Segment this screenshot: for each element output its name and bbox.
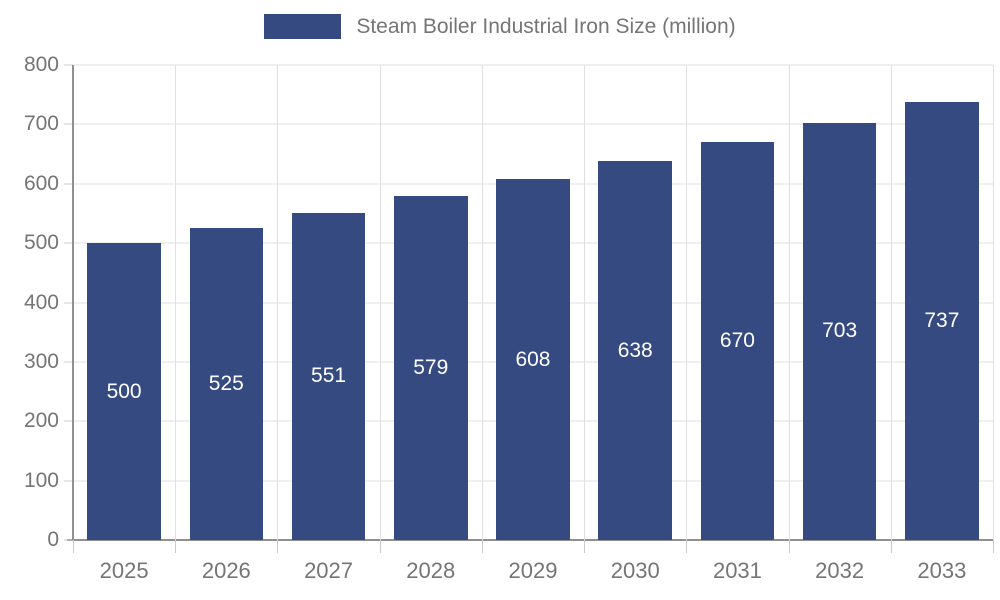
legend-swatch bbox=[264, 14, 342, 39]
y-axis-line bbox=[72, 65, 74, 540]
x-axis-tick bbox=[277, 540, 279, 553]
y-axis-tick bbox=[64, 539, 73, 541]
bar-value-label: 670 bbox=[719, 329, 755, 353]
bar[interactable]: 703 bbox=[802, 122, 877, 540]
bar[interactable]: 500 bbox=[87, 243, 161, 540]
bar[interactable]: 670 bbox=[700, 142, 775, 540]
y-axis-tick bbox=[64, 420, 73, 422]
h-gridline bbox=[73, 123, 993, 125]
bar[interactable]: 737 bbox=[905, 102, 979, 540]
v-gridline bbox=[890, 65, 892, 540]
v-gridline bbox=[788, 65, 790, 540]
x-axis-tick bbox=[175, 540, 177, 553]
bar[interactable]: 525 bbox=[189, 228, 264, 540]
x-axis-tick bbox=[481, 540, 483, 553]
x-axis-tick-label: 2033 bbox=[917, 558, 967, 583]
bar-value-label: 525 bbox=[208, 372, 244, 396]
y-axis-tick bbox=[64, 183, 73, 185]
v-gridline bbox=[584, 65, 586, 540]
y-axis-tick-label: 0 bbox=[47, 528, 59, 551]
x-axis-tick-label: 2032 bbox=[815, 558, 865, 583]
y-axis-tick bbox=[64, 64, 73, 66]
y-axis-tick-label: 200 bbox=[23, 409, 59, 433]
x-axis-tick bbox=[379, 540, 381, 553]
y-axis-tick-label: 100 bbox=[23, 468, 59, 492]
v-gridline bbox=[277, 65, 279, 540]
y-axis-tick-label: 400 bbox=[23, 290, 59, 314]
x-axis-tick bbox=[686, 540, 688, 553]
x-axis-tick bbox=[73, 540, 74, 553]
y-axis-tick bbox=[64, 361, 73, 363]
plot-area: 0 100 200 300 400 500 600 700 800 500 2025 525 2026 5… bbox=[24, 53, 994, 583]
y-axis-tick bbox=[64, 123, 73, 125]
x-axis-tick bbox=[788, 540, 790, 553]
x-axis-tick bbox=[993, 540, 994, 553]
x-axis-tick bbox=[584, 540, 586, 553]
bar-value-label: 703 bbox=[822, 319, 858, 343]
bar-value-label: 551 bbox=[311, 364, 347, 388]
x-axis-tick-label: 2028 bbox=[406, 558, 456, 583]
y-axis-tick bbox=[64, 302, 73, 303]
x-axis-tick-label: 2029 bbox=[508, 558, 558, 583]
x-axis-line bbox=[67, 539, 993, 541]
y-axis-tick bbox=[64, 242, 73, 244]
bar-value-label: 638 bbox=[617, 338, 653, 362]
y-axis-tick-label: 300 bbox=[23, 349, 59, 373]
y-axis-tick-label: 800 bbox=[23, 53, 59, 76]
x-axis-tick-label: 2027 bbox=[304, 558, 354, 583]
v-gridline bbox=[686, 65, 688, 540]
v-gridline bbox=[379, 65, 381, 540]
y-axis-tick-label: 500 bbox=[23, 231, 59, 255]
y-axis-tick-label: 600 bbox=[23, 171, 59, 195]
v-gridline bbox=[175, 65, 177, 540]
bar[interactable]: 579 bbox=[393, 196, 468, 540]
x-axis-tick-label: 2031 bbox=[712, 558, 762, 583]
y-axis-tick-label: 700 bbox=[23, 112, 59, 136]
v-gridline bbox=[993, 65, 994, 540]
bar-value-label: 579 bbox=[413, 356, 449, 380]
bar-value-label: 737 bbox=[924, 309, 960, 333]
h-gridline bbox=[73, 64, 993, 66]
bar-value-label: 608 bbox=[515, 347, 551, 371]
legend-label: Steam Boiler Industrial Iron Size (milli… bbox=[356, 15, 736, 38]
legend[interactable]: Steam Boiler Industrial Iron Size (milli… bbox=[0, 14, 1000, 39]
bar[interactable]: 551 bbox=[291, 212, 366, 540]
y-axis-tick bbox=[64, 480, 73, 482]
bar[interactable]: 638 bbox=[598, 161, 673, 540]
x-axis-tick-label: 2025 bbox=[99, 558, 149, 583]
v-gridline bbox=[481, 65, 483, 540]
bar-value-label: 500 bbox=[106, 379, 142, 403]
bar[interactable]: 608 bbox=[496, 179, 570, 540]
x-axis-tick-label: 2026 bbox=[201, 558, 251, 583]
x-axis-tick bbox=[890, 540, 892, 553]
x-axis-tick-label: 2030 bbox=[610, 558, 660, 583]
